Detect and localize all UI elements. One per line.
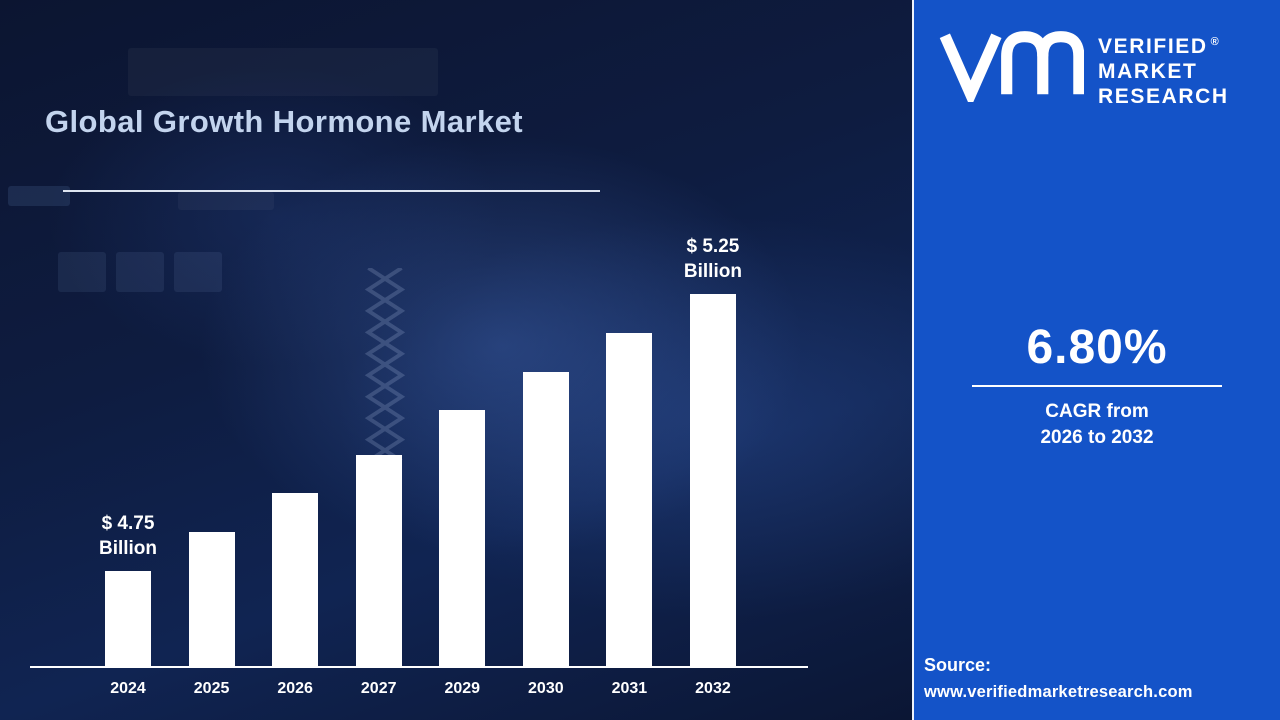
- background-artifact: [8, 186, 70, 206]
- background-folder-shape: [58, 252, 106, 292]
- brand-name: VERIFIED ® MARKET RESEARCH: [1098, 28, 1229, 109]
- background-artifact: [178, 192, 274, 210]
- bar-value-label: $ 5.25 Billion: [683, 236, 742, 282]
- bar-columns: $ 4.75 Billion 2024 2025 2026 2027 2029 2030 203…: [30, 218, 808, 704]
- x-axis-tick-label: 2026: [277, 680, 313, 697]
- brand-block: VERIFIED ® MARKET RESEARCH: [938, 28, 1266, 109]
- background-folder-shape: [116, 252, 164, 292]
- bar: [105, 571, 151, 666]
- x-axis-line: [30, 666, 808, 668]
- cagr-caption-line-2: 2026 to 2032: [1040, 427, 1154, 448]
- bar-chart: $ 4.75 Billion 2024 2025 2026 2027 2029 2030 203…: [30, 218, 808, 704]
- page-title: Global Growth Hormone Market: [45, 104, 523, 139]
- cagr-underline: [972, 385, 1222, 387]
- title-underline: [63, 190, 600, 192]
- vmr-logo-icon: [939, 31, 1084, 102]
- bar: [522, 372, 569, 666]
- source-url: www.verifiedmarketresearch.com: [924, 683, 1193, 701]
- bar-value-label: $ 4.75 Billion: [98, 513, 158, 559]
- x-axis-tick-label: 2024: [110, 680, 146, 697]
- cagr-value: 6.80%: [1026, 321, 1168, 374]
- bar: [689, 294, 736, 666]
- bar: [272, 493, 319, 666]
- bar: [355, 455, 402, 666]
- x-axis-tick-label: 2030: [528, 680, 564, 697]
- cagr-caption: CAGR from 2026 to 2032: [914, 399, 1280, 451]
- info-panel: VERIFIED ® MARKET RESEARCH 6.80% CAGR fro…: [912, 0, 1280, 720]
- bar-column: $ 4.75 Billion 2024: [99, 218, 157, 704]
- x-axis-tick-label: 2032: [695, 680, 731, 697]
- x-axis-tick-label: 2029: [444, 680, 481, 697]
- bar-column: 2027: [355, 218, 402, 704]
- bar-column: 2025: [188, 218, 235, 704]
- bar: [188, 532, 235, 666]
- brand-line-1: VERIFIED ®: [1098, 35, 1221, 58]
- bar: [439, 410, 486, 666]
- x-axis-tick-label: 2031: [611, 680, 648, 697]
- bar-column: 2030: [522, 218, 569, 704]
- brand-line-2: MARKET: [1098, 60, 1198, 83]
- bar-column: 2031: [606, 218, 653, 704]
- cagr-block: 6.80% CAGR from 2026 to 2032: [914, 320, 1280, 451]
- cagr-caption-line-1: CAGR from: [1045, 401, 1149, 422]
- source-block: Source: www.verifiedmarketresearch.com: [924, 655, 1276, 702]
- registered-trademark: ®: [1210, 36, 1221, 48]
- x-axis-tick-label: 2025: [193, 680, 230, 697]
- bar-column: 2029: [439, 218, 486, 704]
- chart-section: Global Growth Hormone Market $ 4.75 Billi…: [0, 0, 912, 720]
- source-label: Source:: [924, 655, 992, 675]
- bar: [606, 333, 653, 666]
- bar-column: 2026: [272, 218, 319, 704]
- background-artifact: [128, 48, 438, 96]
- dna-strand-graphic: [364, 268, 406, 463]
- x-axis-tick-label: 2027: [360, 680, 397, 697]
- brand-line-3: RESEARCH: [1098, 85, 1229, 108]
- bar-column: $ 5.25 Billion 2032: [684, 218, 742, 704]
- background-folder-shape: [174, 252, 222, 292]
